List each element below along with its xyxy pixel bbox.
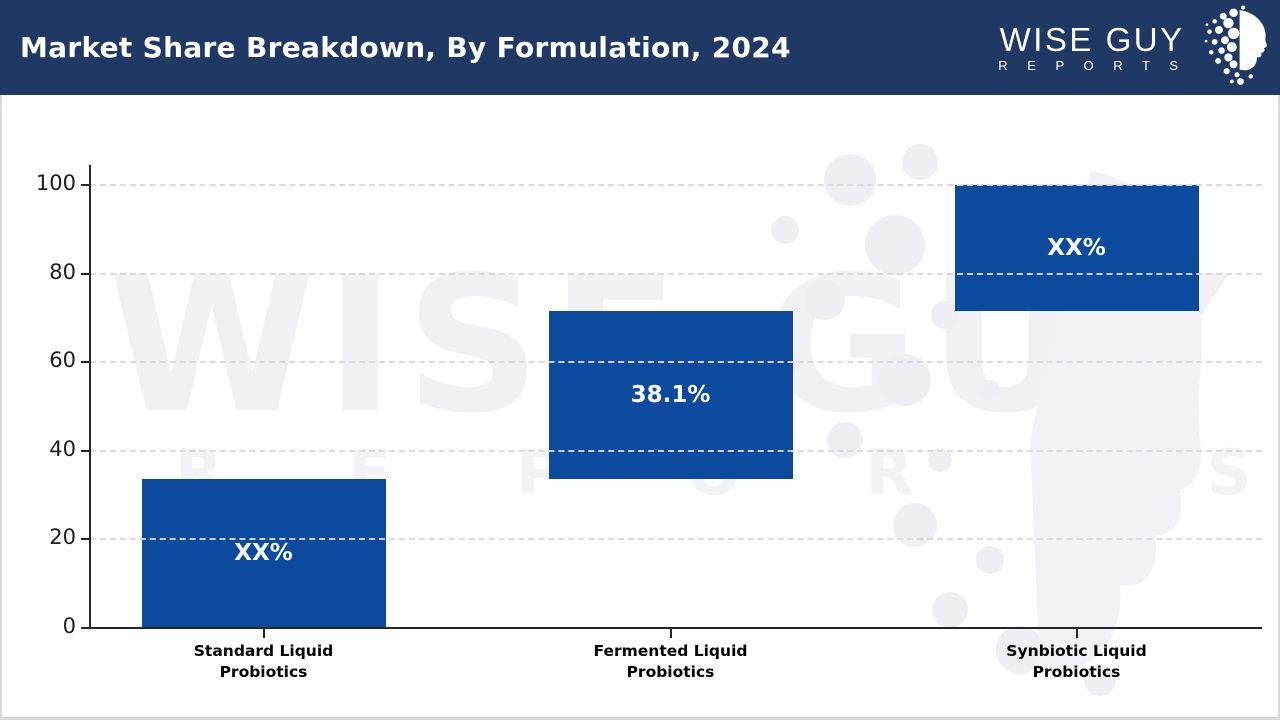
bar-value-label: XX% xyxy=(234,540,293,567)
y-tick xyxy=(81,184,90,186)
logo-name: WISE GUY xyxy=(999,21,1185,58)
x-tick xyxy=(669,629,672,638)
y-tick xyxy=(81,272,90,275)
gridline xyxy=(90,361,1262,363)
logo-text: WISE GUY R E P O R T S xyxy=(998,23,1186,72)
page-border-right xyxy=(1278,95,1280,720)
bar-segment: XX% xyxy=(954,185,1199,311)
gridline xyxy=(90,184,1262,186)
y-axis-line xyxy=(89,165,91,629)
page-border-bottom xyxy=(0,717,1280,720)
wiseguy-logo: WISE GUY R E P O R T S xyxy=(998,5,1274,91)
page-border-left xyxy=(0,95,2,720)
y-tick-label: 20 xyxy=(49,525,76,549)
y-tick-label: 80 xyxy=(49,259,76,284)
x-category-label: Fermented Liquid Probiotics xyxy=(593,642,748,681)
header: Market Share Breakdown, By Formulation, … xyxy=(0,0,1280,95)
bar-segment: XX% xyxy=(141,479,386,628)
chart-title: Market Share Breakdown, By Formulation, … xyxy=(20,31,791,64)
gridline xyxy=(90,272,1262,275)
x-axis-line xyxy=(88,627,1262,629)
bar-value-label: 38.1% xyxy=(630,381,711,408)
bar-value-label: XX% xyxy=(1047,234,1106,261)
y-tick-label: 100 xyxy=(35,171,76,195)
x-category-label: Synbiotic Liquid Probiotics xyxy=(1006,642,1147,681)
x-tick xyxy=(262,629,265,638)
gridline xyxy=(90,449,1262,452)
y-tick-label: 40 xyxy=(49,436,76,461)
y-tick xyxy=(81,626,90,629)
logo-tagline: R E P O R T S xyxy=(998,58,1186,73)
x-tick xyxy=(1075,629,1078,638)
y-tick-label: 0 xyxy=(62,613,76,638)
y-tick-label: 60 xyxy=(49,348,76,372)
gridline xyxy=(90,538,1262,540)
y-tick xyxy=(81,538,90,540)
x-category-label: Standard Liquid Probiotics xyxy=(193,642,334,681)
bar-segment: 38.1% xyxy=(548,310,793,480)
y-tick xyxy=(81,361,90,363)
logo-head-icon xyxy=(1204,5,1267,85)
y-tick xyxy=(81,449,90,452)
